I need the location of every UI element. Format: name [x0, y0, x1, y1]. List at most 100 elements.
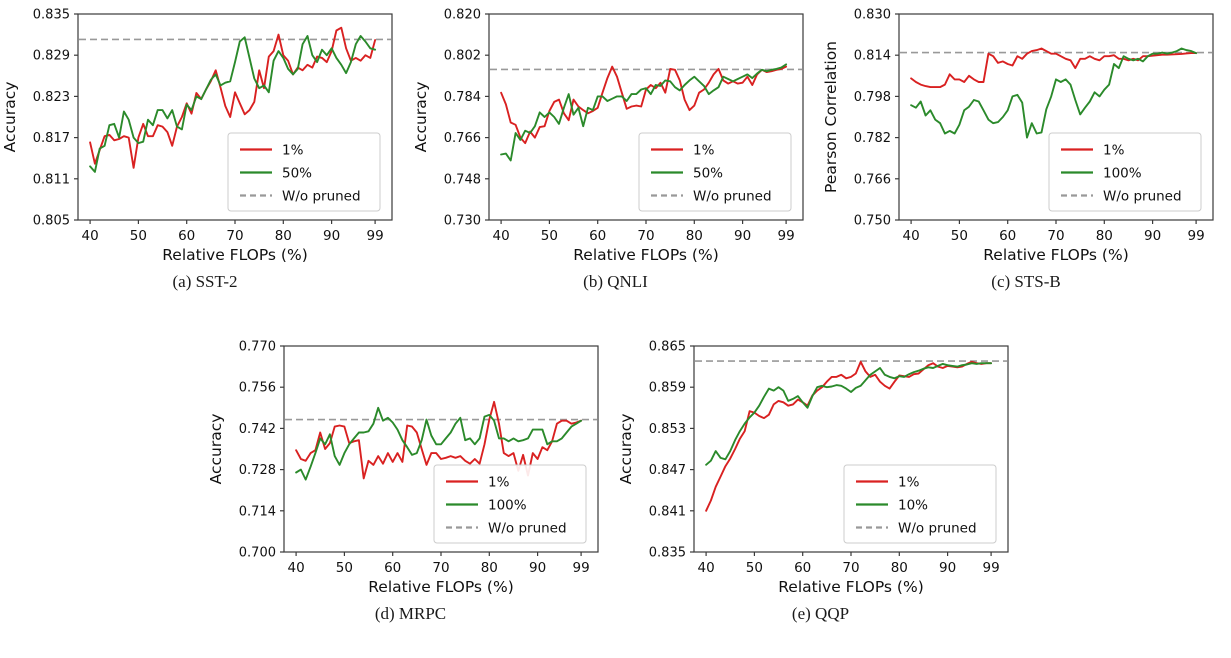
svg-text:80: 80 — [275, 228, 292, 244]
svg-text:0.766: 0.766 — [854, 172, 891, 187]
svg-text:70: 70 — [637, 228, 654, 244]
svg-text:80: 80 — [685, 228, 702, 244]
chart-svg: 0.805 0.811 0.817 0.823 0.829 0.835 40 50 60 70 80… — [1, 8, 393, 262]
chart-block-stsb: 0.750 0.766 0.782 0.798 0.814 0.830 40 50 60 70 80… — [821, 6, 1231, 292]
svg-text:80: 80 — [480, 560, 497, 576]
svg-text:0.798: 0.798 — [854, 90, 891, 105]
svg-text:50: 50 — [951, 228, 968, 244]
svg-text:90: 90 — [939, 560, 956, 576]
svg-text:80: 80 — [1096, 228, 1113, 244]
figure-top-row: 0.805 0.811 0.817 0.823 0.829 0.835 40 50 60 70 80… — [0, 6, 1231, 292]
svg-text:50: 50 — [335, 560, 352, 576]
svg-text:1%: 1% — [1103, 142, 1125, 158]
svg-text:0.805: 0.805 — [33, 214, 70, 229]
svg-text:0.853: 0.853 — [648, 422, 685, 437]
svg-text:W/o pruned: W/o pruned — [488, 520, 567, 536]
svg-text:40: 40 — [492, 228, 509, 244]
svg-text:0.859: 0.859 — [648, 381, 685, 396]
svg-text:70: 70 — [432, 560, 449, 576]
svg-text:50%: 50% — [282, 165, 312, 181]
svg-text:0.841: 0.841 — [648, 504, 685, 519]
chart-canvas-stsb: 0.750 0.766 0.782 0.798 0.814 0.830 40 50 60 70 80… — [821, 6, 1231, 262]
svg-text:100%: 100% — [488, 497, 527, 513]
svg-text:0.756: 0.756 — [238, 381, 275, 396]
svg-text:W/o pruned: W/o pruned — [1103, 188, 1182, 204]
chart-block-mrpc: 0.700 0.714 0.728 0.742 0.756 0.770 40 50 60 70 80… — [206, 338, 616, 624]
svg-text:40: 40 — [697, 560, 714, 576]
svg-text:0.865: 0.865 — [648, 340, 685, 355]
svg-text:60: 60 — [794, 560, 811, 576]
svg-text:40: 40 — [903, 228, 920, 244]
svg-text:Relative FLOPs (%): Relative FLOPs (%) — [368, 578, 514, 594]
svg-text:1%: 1% — [282, 142, 304, 158]
svg-text:Relative FLOPs (%): Relative FLOPs (%) — [778, 578, 924, 594]
svg-text:100%: 100% — [1103, 165, 1142, 181]
svg-text:0.823: 0.823 — [33, 90, 70, 105]
svg-text:0.829: 0.829 — [33, 49, 70, 64]
chart-svg: 0.730 0.748 0.766 0.784 0.802 0.820 40 50 60 70 80… — [412, 8, 804, 262]
chart-block-qqp: 0.835 0.841 0.847 0.853 0.859 0.865 40 50 60 70 80… — [616, 338, 1026, 624]
svg-text:1%: 1% — [488, 474, 510, 490]
svg-text:0.766: 0.766 — [443, 131, 480, 146]
svg-text:50: 50 — [745, 560, 762, 576]
svg-text:Relative FLOPs (%): Relative FLOPs (%) — [983, 246, 1129, 262]
svg-text:0.817: 0.817 — [33, 131, 70, 146]
svg-text:70: 70 — [842, 560, 859, 576]
svg-text:0.835: 0.835 — [33, 8, 70, 23]
svg-text:90: 90 — [1144, 228, 1161, 244]
svg-text:0.700: 0.700 — [238, 546, 275, 561]
svg-text:0.784: 0.784 — [443, 90, 480, 105]
chart-caption-qqp: (e) QQP — [791, 604, 850, 623]
chart-canvas-mrpc: 0.700 0.714 0.728 0.742 0.756 0.770 40 50 60 70 80… — [206, 338, 616, 594]
svg-text:90: 90 — [529, 560, 546, 576]
chart-canvas-sst2: 0.805 0.811 0.817 0.823 0.829 0.835 40 50 60 70 80… — [0, 6, 410, 262]
svg-text:W/o pruned: W/o pruned — [282, 188, 361, 204]
svg-text:0.820: 0.820 — [443, 8, 480, 23]
chart-block-sst2: 0.805 0.811 0.817 0.823 0.829 0.835 40 50 60 70 80… — [0, 6, 410, 292]
svg-text:0.748: 0.748 — [443, 172, 480, 187]
svg-text:60: 60 — [589, 228, 606, 244]
svg-text:80: 80 — [890, 560, 907, 576]
svg-text:Relative FLOPs (%): Relative FLOPs (%) — [162, 246, 308, 262]
svg-text:99: 99 — [777, 228, 794, 244]
svg-text:Accuracy: Accuracy — [207, 414, 225, 485]
svg-text:90: 90 — [323, 228, 340, 244]
chart-caption-qnli: (b) QNLI — [583, 272, 648, 291]
svg-text:99: 99 — [367, 228, 384, 244]
svg-text:Accuracy: Accuracy — [617, 414, 635, 485]
chart-svg: 0.750 0.766 0.782 0.798 0.814 0.830 40 50 60 70 80… — [822, 8, 1214, 262]
svg-text:0.811: 0.811 — [33, 172, 70, 187]
svg-text:W/o pruned: W/o pruned — [898, 520, 977, 536]
svg-text:0.802: 0.802 — [443, 49, 480, 64]
svg-text:0.730: 0.730 — [443, 214, 480, 229]
svg-text:0.830: 0.830 — [854, 8, 891, 23]
svg-text:99: 99 — [1188, 228, 1205, 244]
svg-text:60: 60 — [178, 228, 195, 244]
svg-text:50: 50 — [130, 228, 147, 244]
svg-text:50: 50 — [540, 228, 557, 244]
svg-text:40: 40 — [287, 560, 304, 576]
svg-text:90: 90 — [734, 228, 751, 244]
chart-block-qnli: 0.730 0.748 0.766 0.784 0.802 0.820 40 50 60 70 80… — [411, 6, 821, 292]
svg-text:60: 60 — [384, 560, 401, 576]
chart-svg: 0.835 0.841 0.847 0.853 0.859 0.865 40 50 60 70 80… — [617, 340, 1009, 594]
chart-caption-stsb: (c) STS-B — [991, 272, 1061, 291]
svg-text:Pearson Correlation: Pearson Correlation — [822, 41, 840, 193]
svg-text:0.750: 0.750 — [854, 214, 891, 229]
svg-text:50%: 50% — [693, 165, 723, 181]
svg-text:W/o pruned: W/o pruned — [693, 188, 772, 204]
svg-text:0.814: 0.814 — [854, 49, 891, 64]
svg-text:60: 60 — [999, 228, 1016, 244]
svg-text:0.770: 0.770 — [238, 340, 275, 355]
figure-bottom-row: 0.700 0.714 0.728 0.742 0.756 0.770 40 50 60 70 80… — [0, 338, 1231, 624]
svg-text:40: 40 — [82, 228, 99, 244]
chart-caption-sst2: (a) SST-2 — [172, 272, 238, 291]
svg-text:0.835: 0.835 — [648, 546, 685, 561]
svg-text:0.847: 0.847 — [648, 463, 685, 478]
svg-text:Accuracy: Accuracy — [412, 82, 430, 153]
chart-svg: 0.700 0.714 0.728 0.742 0.756 0.770 40 50 60 70 80… — [207, 340, 599, 594]
svg-text:0.782: 0.782 — [854, 131, 891, 146]
svg-text:0.728: 0.728 — [238, 463, 275, 478]
svg-text:10%: 10% — [898, 497, 928, 513]
svg-text:1%: 1% — [898, 474, 920, 490]
